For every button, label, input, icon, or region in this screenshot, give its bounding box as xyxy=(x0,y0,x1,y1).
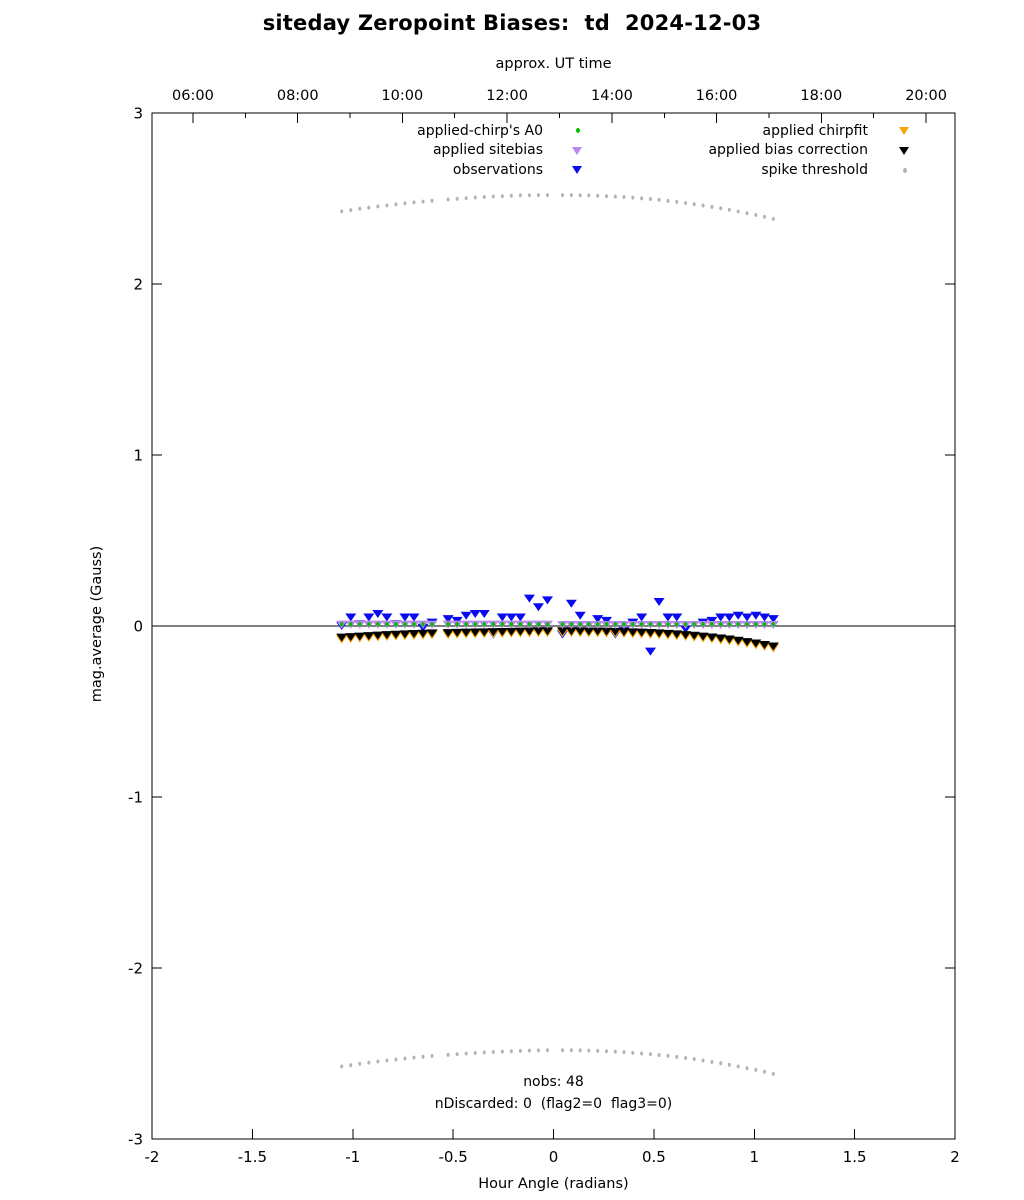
svg-text:0: 0 xyxy=(549,1148,559,1166)
svg-text:08:00: 08:00 xyxy=(277,88,319,104)
gray-dot-icon xyxy=(903,168,907,173)
svg-text:0: 0 xyxy=(133,618,143,636)
svg-text:14:00: 14:00 xyxy=(591,88,633,104)
nobs-annotation: nobs: 48 xyxy=(523,1074,584,1090)
blue-triangle-icon xyxy=(572,166,582,174)
svg-text:-1.5: -1.5 xyxy=(238,1148,267,1166)
svg-text:2: 2 xyxy=(133,276,143,294)
svg-text:06:00: 06:00 xyxy=(172,88,214,104)
legend-label-applied-sitebias: applied sitebias xyxy=(432,142,543,158)
svg-text:-0.5: -0.5 xyxy=(438,1148,467,1166)
svg-text:2: 2 xyxy=(950,1148,960,1166)
svg-text:0.5: 0.5 xyxy=(642,1148,666,1166)
green-dot-icon xyxy=(576,128,580,133)
legend-label-spike-threshold: spike threshold xyxy=(761,162,868,178)
top-axis-label: approx. UT time xyxy=(495,56,612,72)
legend-label-applied-bias-correction: applied bias correction xyxy=(708,142,868,158)
svg-text:12:00: 12:00 xyxy=(486,88,528,104)
x-axis-label: Hour Angle (radians) xyxy=(478,1176,629,1192)
svg-text:-1: -1 xyxy=(345,1148,360,1166)
svg-text:10:00: 10:00 xyxy=(381,88,423,104)
svg-text:1: 1 xyxy=(133,447,143,465)
ndiscarded-annotation: nDiscarded: 0 (flag2=0 flag3=0) xyxy=(434,1096,673,1112)
svg-text:16:00: 16:00 xyxy=(696,88,738,104)
orange-triangle-icon xyxy=(899,127,909,135)
legend-label-observations: observations xyxy=(452,162,543,178)
svg-text:-2: -2 xyxy=(128,960,143,978)
legend-label-applied-chirpfit: applied chirpfit xyxy=(762,123,869,139)
chart-title: siteday Zeropoint Biases: td 2024-12-03 xyxy=(262,11,762,35)
svg-text:1: 1 xyxy=(749,1148,759,1166)
violet-triangle-icon xyxy=(572,147,582,155)
black-triangle-icon xyxy=(899,147,909,155)
svg-text:3: 3 xyxy=(133,105,143,123)
svg-text:-1: -1 xyxy=(128,789,143,807)
svg-text:18:00: 18:00 xyxy=(800,88,842,104)
legend-label-applied-chirps-a0: applied-chirp's A0 xyxy=(417,123,543,139)
svg-text:-3: -3 xyxy=(128,1131,143,1149)
svg-text:20:00: 20:00 xyxy=(905,88,947,104)
svg-text:1.5: 1.5 xyxy=(843,1148,867,1166)
svg-text:-2: -2 xyxy=(145,1148,160,1166)
